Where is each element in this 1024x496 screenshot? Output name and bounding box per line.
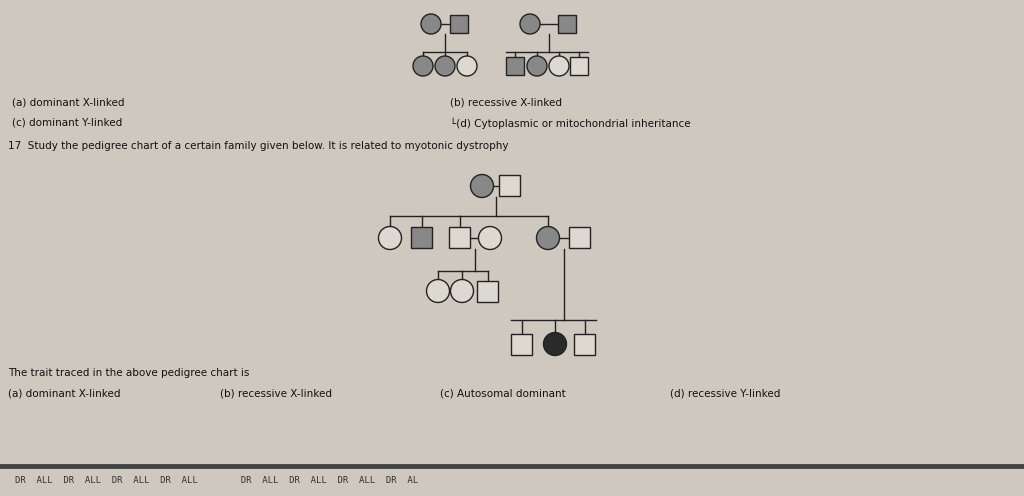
Circle shape	[520, 14, 540, 34]
Text: The trait traced in the above pedigree chart is: The trait traced in the above pedigree c…	[8, 368, 250, 378]
Bar	[569, 228, 591, 248]
Bar	[512, 333, 532, 355]
Circle shape	[413, 56, 433, 76]
Bar	[558, 15, 575, 33]
Text: (d) recessive Y-linked: (d) recessive Y-linked	[670, 388, 780, 398]
Circle shape	[478, 227, 502, 249]
Bar	[412, 228, 432, 248]
Circle shape	[527, 56, 547, 76]
Circle shape	[451, 280, 473, 303]
Circle shape	[379, 227, 401, 249]
Bar	[506, 57, 524, 75]
Circle shape	[544, 332, 566, 356]
Text: (c) dominant Y-linked: (c) dominant Y-linked	[12, 118, 122, 128]
Text: (a) dominant X-linked: (a) dominant X-linked	[8, 388, 121, 398]
Bar	[574, 333, 596, 355]
Circle shape	[435, 56, 455, 76]
Circle shape	[549, 56, 569, 76]
Bar	[570, 57, 588, 75]
Text: (b) recessive X-linked: (b) recessive X-linked	[450, 98, 562, 108]
Bar	[450, 15, 468, 33]
Text: (b) recessive X-linked: (b) recessive X-linked	[220, 388, 332, 398]
Text: DR  ALL  DR  ALL  DR  ALL  DR  ALL        DR  ALL  DR  ALL  DR  ALL  DR  AL: DR ALL DR ALL DR ALL DR ALL DR ALL DR AL…	[15, 476, 418, 485]
Bar	[477, 281, 499, 302]
Circle shape	[457, 56, 477, 76]
Text: └(d) Cytoplasmic or mitochondrial inheritance: └(d) Cytoplasmic or mitochondrial inheri…	[450, 118, 690, 129]
Circle shape	[470, 175, 494, 197]
Text: 17  Study the pedigree chart of a certain family given below. It is related to m: 17 Study the pedigree chart of a certain…	[8, 141, 509, 151]
Bar	[500, 176, 520, 196]
Bar	[450, 228, 470, 248]
Circle shape	[537, 227, 559, 249]
Circle shape	[427, 280, 450, 303]
Text: (c) Autosomal dominant: (c) Autosomal dominant	[440, 388, 565, 398]
Circle shape	[421, 14, 441, 34]
Text: (a) dominant X-linked: (a) dominant X-linked	[12, 98, 125, 108]
